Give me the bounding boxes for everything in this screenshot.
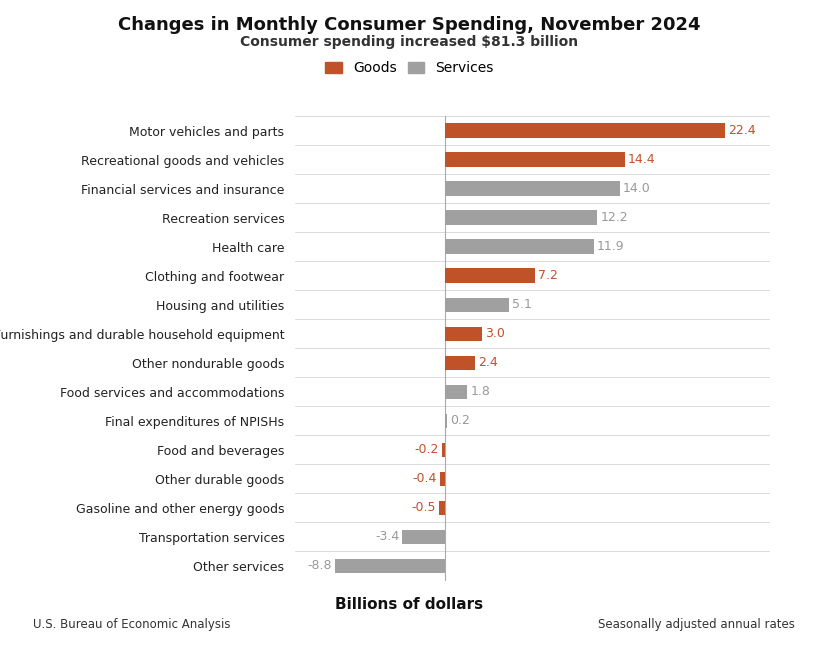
Text: 7.2: 7.2	[538, 269, 558, 283]
Text: 0.2: 0.2	[450, 414, 470, 428]
Text: -0.2: -0.2	[415, 443, 439, 457]
Bar	[445, 123, 725, 138]
Text: 3.0: 3.0	[486, 327, 505, 341]
Bar	[335, 559, 445, 573]
Bar	[445, 326, 482, 341]
Bar	[445, 297, 509, 312]
Bar	[445, 355, 475, 370]
Text: Billions of dollars: Billions of dollars	[336, 597, 483, 611]
Bar	[442, 442, 445, 457]
Text: 22.4: 22.4	[728, 124, 756, 137]
Text: -0.5: -0.5	[411, 501, 436, 515]
Text: 1.8: 1.8	[470, 385, 491, 399]
Text: Changes in Monthly Consumer Spending, November 2024: Changes in Monthly Consumer Spending, No…	[118, 16, 701, 34]
Text: -8.8: -8.8	[307, 559, 332, 573]
Text: Seasonally adjusted annual rates: Seasonally adjusted annual rates	[598, 618, 794, 631]
Bar	[440, 471, 445, 486]
Bar	[445, 413, 447, 428]
Text: -0.4: -0.4	[412, 472, 437, 486]
Text: -3.4: -3.4	[375, 530, 399, 544]
Bar	[445, 384, 468, 399]
Text: 2.4: 2.4	[478, 356, 498, 370]
Bar	[445, 152, 625, 167]
Bar	[445, 239, 594, 254]
Bar	[439, 501, 445, 515]
Bar	[402, 530, 445, 544]
Legend: Goods, Services: Goods, Services	[325, 61, 494, 75]
Bar	[445, 181, 620, 196]
Text: 11.9: 11.9	[597, 240, 624, 253]
Text: Consumer spending increased $81.3 billion: Consumer spending increased $81.3 billio…	[241, 35, 578, 50]
Bar	[445, 268, 535, 283]
Text: U.S. Bureau of Economic Analysis: U.S. Bureau of Economic Analysis	[33, 618, 230, 631]
Text: 14.4: 14.4	[628, 153, 655, 166]
Text: 12.2: 12.2	[600, 211, 628, 224]
Text: 14.0: 14.0	[623, 182, 651, 195]
Text: 5.1: 5.1	[512, 298, 532, 312]
Bar	[445, 210, 597, 225]
